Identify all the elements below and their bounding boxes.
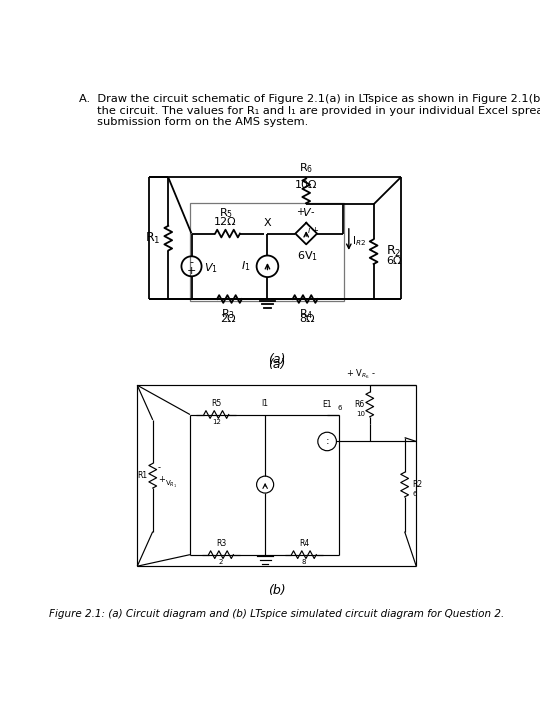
Text: R3: R3 <box>216 539 226 549</box>
Text: R$_2$: R$_2$ <box>386 244 401 259</box>
Text: I$_1$: I$_1$ <box>241 259 251 273</box>
Text: R2: R2 <box>413 480 422 489</box>
Text: V$_{R_1}$: V$_{R_1}$ <box>165 479 177 491</box>
Text: +: + <box>187 266 196 276</box>
Text: Figure 2.1: (a) Circuit diagram and (b) LTspice simulated circuit diagram for Qu: Figure 2.1: (a) Circuit diagram and (b) … <box>49 609 504 619</box>
Text: +: + <box>296 207 304 217</box>
Text: i: i <box>308 226 310 235</box>
Text: R6: R6 <box>354 400 364 409</box>
Text: R4: R4 <box>299 539 309 549</box>
Text: R5: R5 <box>211 399 221 409</box>
Text: V$_1$: V$_1$ <box>204 261 218 275</box>
Text: 12Ω: 12Ω <box>214 217 237 227</box>
Text: V: V <box>302 208 310 218</box>
Text: 8Ω: 8Ω <box>299 314 314 324</box>
Text: 10Ω: 10Ω <box>295 181 318 190</box>
Text: :: : <box>325 436 329 447</box>
Text: 6Ω: 6Ω <box>386 256 402 266</box>
Text: (a): (a) <box>268 353 286 366</box>
Text: X: X <box>264 218 271 228</box>
Text: R$_3$: R$_3$ <box>221 307 235 321</box>
Text: 2Ω: 2Ω <box>220 314 236 324</box>
Text: -: - <box>190 258 193 268</box>
Text: 8: 8 <box>302 559 306 565</box>
Text: A.  Draw the circuit schematic of Figure 2.1(a) in LTspice as shown in Figure 2.: A. Draw the circuit schematic of Figure … <box>79 94 540 104</box>
Text: -: - <box>158 464 160 472</box>
Text: (b): (b) <box>268 584 286 597</box>
Text: +: + <box>159 475 165 484</box>
Text: 2: 2 <box>219 559 223 565</box>
Text: +: + <box>312 226 319 235</box>
Text: submission form on the AMS system.: submission form on the AMS system. <box>79 118 308 127</box>
Text: I$_{R2}$: I$_{R2}$ <box>352 234 366 249</box>
Text: 10: 10 <box>356 411 365 417</box>
Text: 6: 6 <box>413 491 417 497</box>
Text: I1: I1 <box>261 399 268 409</box>
Text: R$_4$: R$_4$ <box>299 307 314 321</box>
Text: (a): (a) <box>268 358 286 371</box>
Text: 6V$_1$: 6V$_1$ <box>297 249 318 263</box>
Bar <box>190 202 344 301</box>
Text: R$_1$: R$_1$ <box>145 231 160 246</box>
Text: R$_6$: R$_6$ <box>299 161 313 175</box>
Text: 12: 12 <box>212 419 221 425</box>
Text: 6: 6 <box>338 405 342 411</box>
Text: the circuit. The values for R₁ and I₁ are provided in your individual Excel spre: the circuit. The values for R₁ and I₁ ar… <box>79 105 540 115</box>
Text: R1: R1 <box>137 472 147 480</box>
Text: R$_5$: R$_5$ <box>219 206 233 219</box>
Text: + V$_{R_6}$ -: + V$_{R_6}$ - <box>347 367 376 381</box>
Text: E1: E1 <box>322 400 332 409</box>
Text: -: - <box>310 207 314 217</box>
